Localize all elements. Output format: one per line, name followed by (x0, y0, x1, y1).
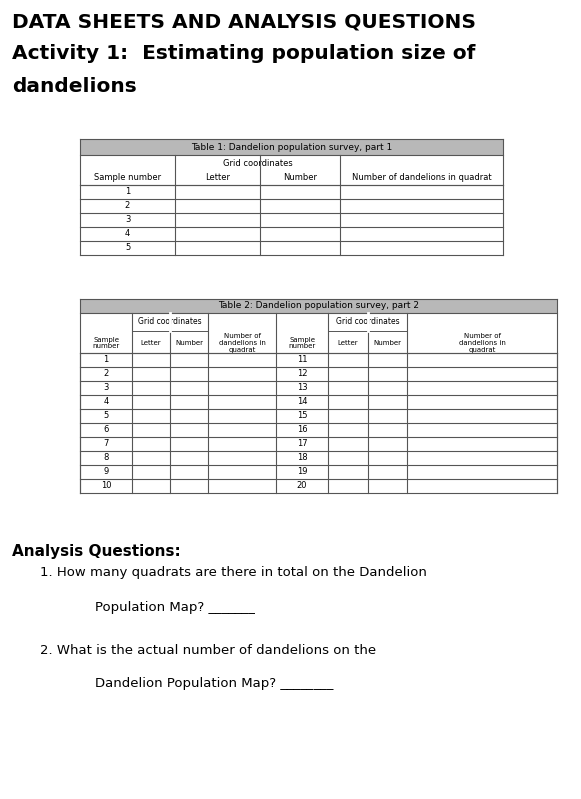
Text: Population Map? _______: Population Map? _______ (95, 601, 255, 614)
Text: 13: 13 (297, 384, 307, 392)
Text: Letter: Letter (338, 340, 358, 346)
Text: Number: Number (374, 340, 401, 346)
Text: 10: 10 (101, 482, 111, 491)
Text: 4: 4 (125, 229, 130, 238)
Text: 16: 16 (297, 426, 307, 435)
Text: 7: 7 (103, 439, 109, 448)
Text: 5: 5 (125, 244, 130, 252)
Text: 8: 8 (103, 454, 109, 463)
Text: Grid coordinates: Grid coordinates (138, 316, 202, 325)
Text: Sample
number: Sample number (288, 336, 315, 349)
Text: 6: 6 (103, 426, 109, 435)
Text: 11: 11 (297, 356, 307, 364)
Text: 1. How many quadrats are there in total on the Dandelion: 1. How many quadrats are there in total … (40, 566, 427, 579)
Text: Sample number: Sample number (94, 173, 161, 182)
Text: DATA SHEETS AND ANALYSIS QUESTIONS: DATA SHEETS AND ANALYSIS QUESTIONS (12, 12, 476, 31)
Text: 1: 1 (125, 188, 130, 197)
Text: 4: 4 (103, 397, 109, 407)
Text: 2: 2 (103, 369, 109, 379)
Text: 9: 9 (103, 467, 109, 476)
Text: Number of
dandelions in
quadrat: Number of dandelions in quadrat (218, 333, 266, 352)
Text: 2. What is the actual number of dandelions on the: 2. What is the actual number of dandelio… (40, 644, 376, 657)
Bar (80, 299, 557, 313)
Text: Number of
dandelions in
quadrat: Number of dandelions in quadrat (458, 333, 505, 352)
Text: 19: 19 (297, 467, 307, 476)
Text: Activity 1:  Estimating population size of: Activity 1: Estimating population size o… (12, 44, 475, 63)
Bar (80, 139, 503, 155)
Text: 18: 18 (297, 454, 307, 463)
Bar (80, 313, 557, 353)
Text: 14: 14 (297, 397, 307, 407)
Bar (80, 155, 503, 185)
Text: Number: Number (283, 173, 317, 182)
Text: Letter: Letter (205, 173, 230, 182)
Text: Number of dandelions in quadrat: Number of dandelions in quadrat (352, 173, 492, 182)
Text: Dandelion Population Map? ________: Dandelion Population Map? ________ (95, 677, 333, 690)
Text: 3: 3 (103, 384, 109, 392)
Text: Analysis Questions:: Analysis Questions: (12, 544, 181, 559)
Text: 2: 2 (125, 201, 130, 210)
Text: Number: Number (175, 340, 203, 346)
Text: 15: 15 (297, 411, 307, 420)
Text: 5: 5 (103, 411, 109, 420)
Text: Table 2: Dandelion population survey, part 2: Table 2: Dandelion population survey, pa… (218, 301, 419, 311)
Text: Letter: Letter (141, 340, 162, 346)
Text: Sample
number: Sample number (92, 336, 120, 349)
Text: Grid coordinates: Grid coordinates (223, 158, 292, 168)
Text: dandelions: dandelions (12, 77, 137, 96)
Text: Table 1: Dandelion population survey, part 1: Table 1: Dandelion population survey, pa… (191, 142, 392, 152)
Text: Grid coordinates: Grid coordinates (336, 316, 399, 325)
Text: 20: 20 (297, 482, 307, 491)
Text: 17: 17 (297, 439, 307, 448)
Text: 12: 12 (297, 369, 307, 379)
Text: 1: 1 (103, 356, 109, 364)
Text: 3: 3 (125, 216, 130, 225)
